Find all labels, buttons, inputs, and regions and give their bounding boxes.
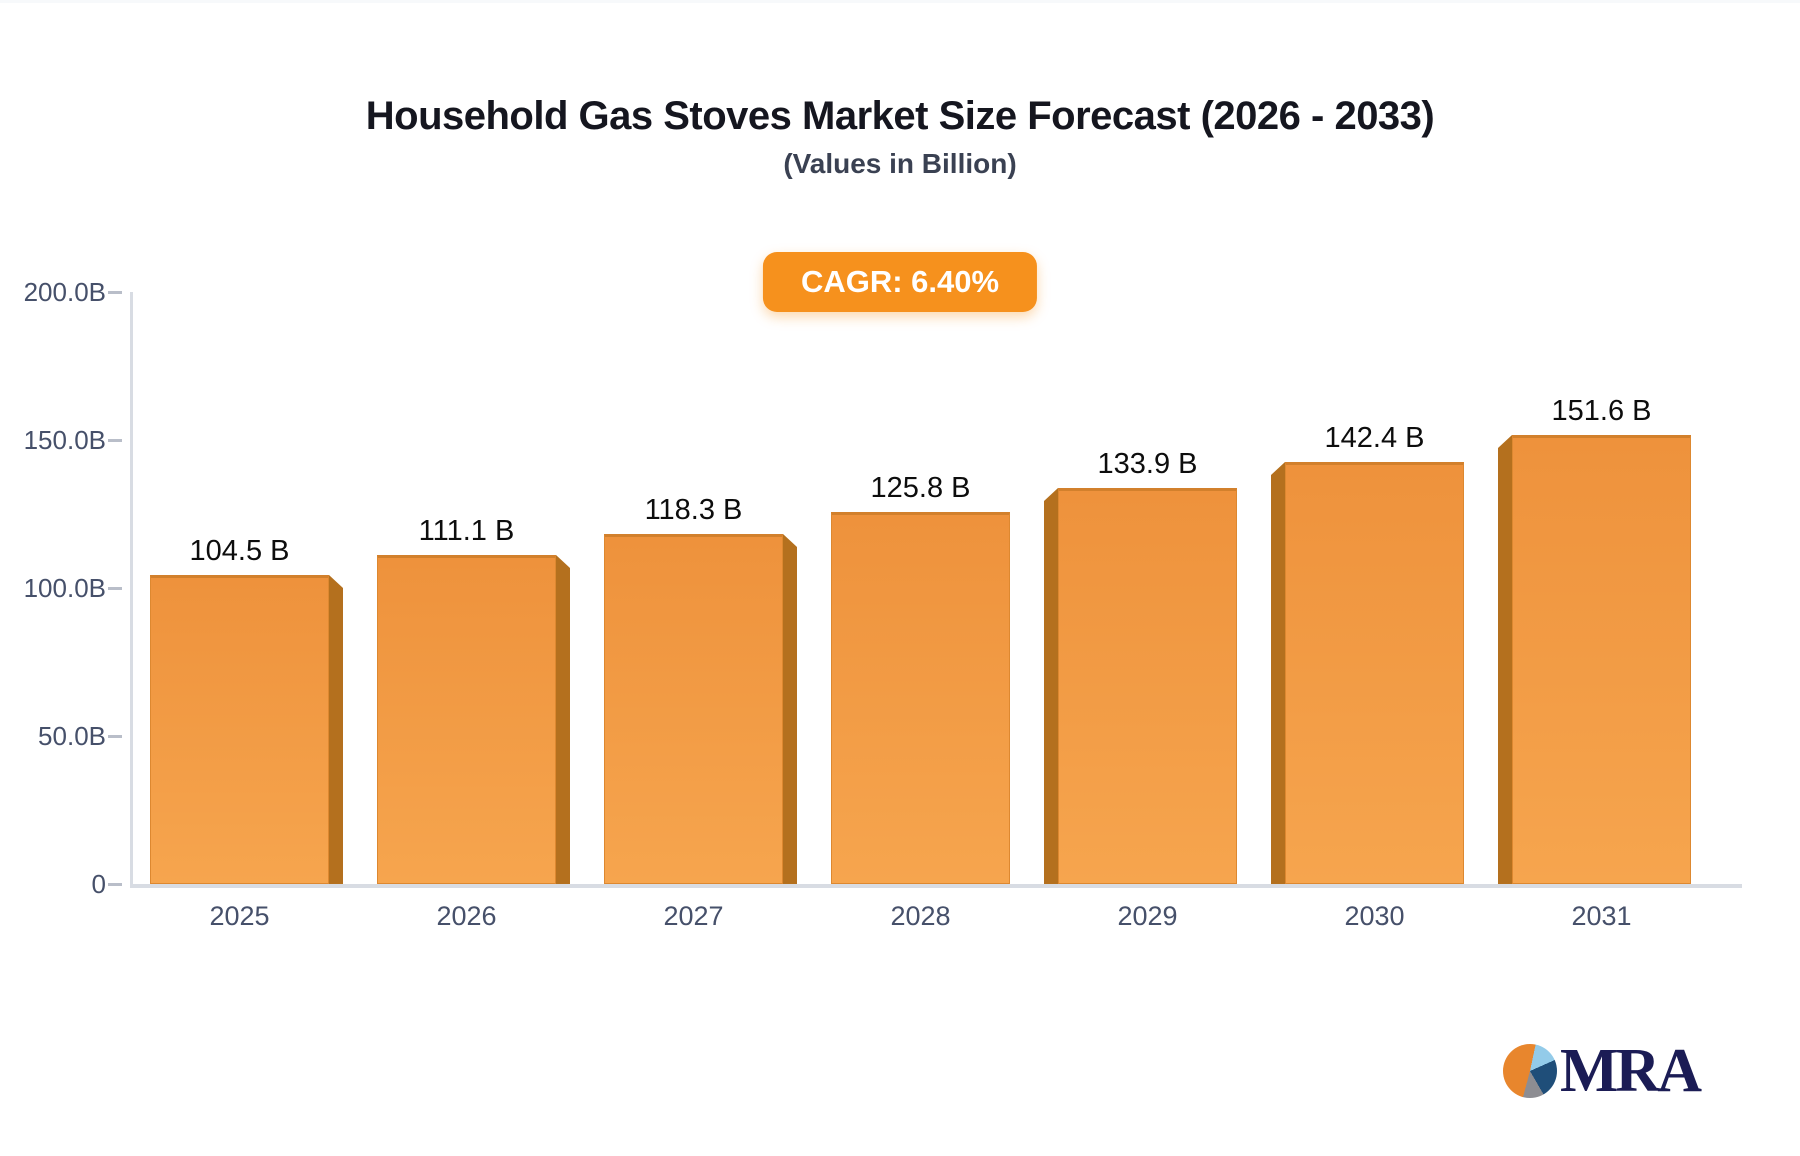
y-axis-tick-label: 50.0B <box>38 721 106 751</box>
bar-2028 <box>831 512 1010 884</box>
y-axis-line <box>130 292 133 884</box>
x-axis-label-2030: 2030 <box>1344 901 1405 931</box>
bar-side-panel-2029 <box>1044 488 1058 884</box>
bar-side-panel-2026 <box>556 555 570 884</box>
y-axis-tick-mark <box>108 291 122 294</box>
bar-value-label-2026: 111.1 B <box>418 515 515 547</box>
y-axis-tick-label: 200.0B <box>23 277 106 307</box>
x-axis-label-2025: 2025 <box>209 901 270 931</box>
bar-side-panel-2031 <box>1498 435 1512 884</box>
bar-2031 <box>1512 435 1691 884</box>
x-axis-label-2031: 2031 <box>1571 901 1632 931</box>
page-edge <box>0 0 1800 3</box>
chart-title: Household Gas Stoves Market Size Forecas… <box>365 94 1435 138</box>
x-axis-label-2026: 2026 <box>436 901 497 931</box>
bar-side-panel-2025 <box>329 575 343 884</box>
bar-2026 <box>377 555 556 884</box>
x-axis-label-2028: 2028 <box>890 901 951 931</box>
bar-value-label-2030: 142.4 B <box>1324 422 1425 454</box>
y-axis-tick-mark <box>108 735 122 738</box>
bar-value-label-2029: 133.9 B <box>1097 448 1198 480</box>
bar-2025 <box>150 575 329 884</box>
bar-value-label-2027: 118.3 B <box>644 494 743 526</box>
y-axis-tick-label: 150.0B <box>23 425 106 455</box>
y-axis-tick-mark <box>108 587 122 590</box>
logo-text: MRA <box>1560 1037 1702 1105</box>
bar-2027 <box>604 534 783 884</box>
bar-2030 <box>1285 462 1464 884</box>
chart-subtitle: (Values in Billion) <box>783 148 1017 179</box>
x-axis-label-2027: 2027 <box>663 901 724 931</box>
bar-side-panel-2030 <box>1271 462 1285 884</box>
x-axis-baseline <box>130 884 1742 888</box>
bar-value-label-2031: 151.6 B <box>1551 395 1652 427</box>
bar-value-label-2028: 125.8 B <box>870 472 971 504</box>
logo-pie-icon <box>1503 1044 1557 1098</box>
y-axis-tick-label: 0 <box>91 869 106 899</box>
bar-side-panel-2027 <box>783 534 797 884</box>
bar-value-label-2025: 104.5 B <box>189 535 290 567</box>
mra-logo: MRA <box>1503 1037 1702 1105</box>
y-axis-tick-label: 100.0B <box>23 573 106 603</box>
y-axis-tick-mark <box>108 883 122 886</box>
x-axis-label-2029: 2029 <box>1117 901 1178 931</box>
cagr-badge: CAGR: 6.40% <box>762 252 1038 312</box>
bar-2029 <box>1058 488 1237 884</box>
y-axis-tick-mark <box>108 439 122 442</box>
